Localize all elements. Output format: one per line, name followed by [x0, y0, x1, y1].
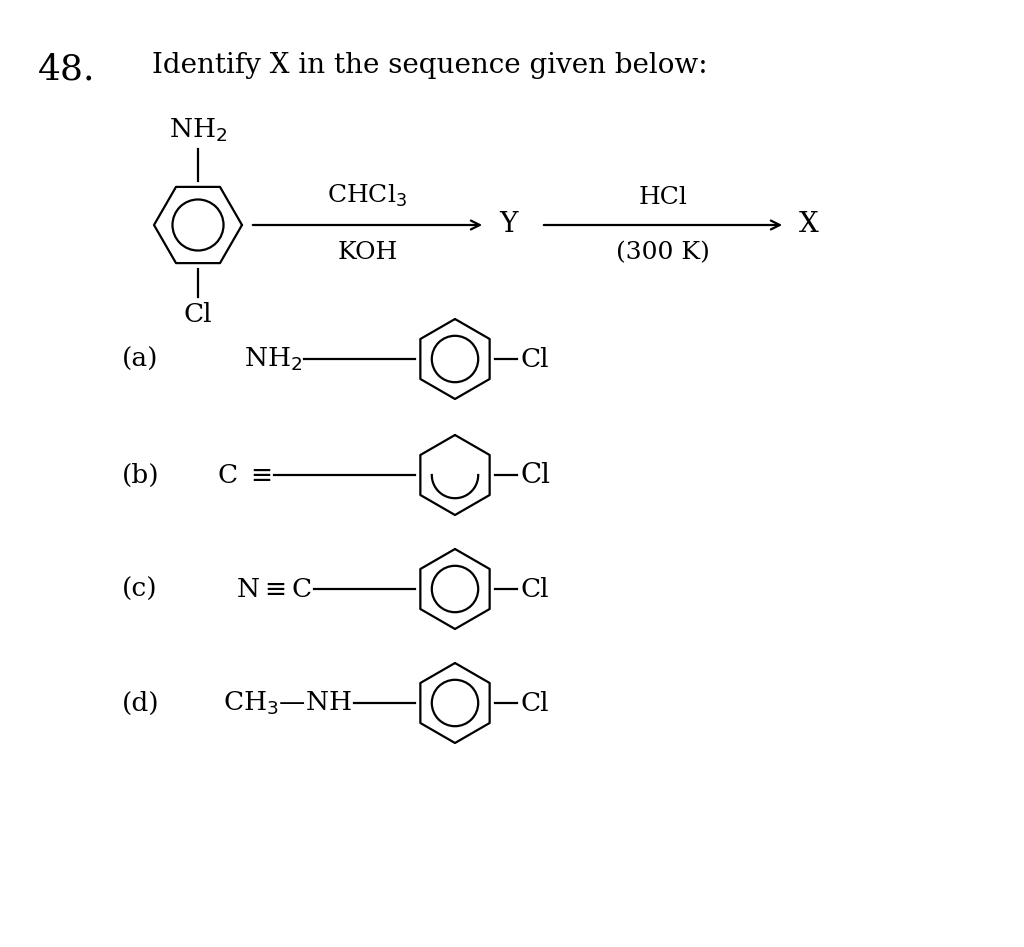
- Text: (b): (b): [122, 462, 160, 488]
- Text: KOH: KOH: [337, 241, 397, 264]
- Text: Cl: Cl: [521, 690, 550, 716]
- Text: NH$_2$: NH$_2$: [169, 116, 227, 144]
- Text: N$\equiv$C: N$\equiv$C: [236, 577, 312, 601]
- Text: X: X: [799, 210, 819, 238]
- Text: Y: Y: [499, 210, 517, 238]
- Text: CH$_3$—NH: CH$_3$—NH: [223, 689, 352, 717]
- Text: NH$_2$: NH$_2$: [244, 346, 302, 373]
- Text: C $\equiv$: C $\equiv$: [217, 462, 272, 488]
- Text: (d): (d): [122, 690, 160, 716]
- Text: (300 K): (300 K): [616, 241, 710, 264]
- Text: Cl: Cl: [521, 347, 550, 371]
- Text: (c): (c): [122, 577, 158, 601]
- Text: Cl: Cl: [521, 461, 551, 489]
- Text: (a): (a): [122, 347, 159, 371]
- Text: CHCl$_3$: CHCl$_3$: [328, 183, 408, 209]
- Text: 48.: 48.: [38, 52, 95, 86]
- Text: Cl: Cl: [183, 302, 212, 327]
- Text: HCl: HCl: [639, 186, 687, 209]
- Text: Identify X in the sequence given below:: Identify X in the sequence given below:: [152, 52, 708, 79]
- Text: Cl: Cl: [521, 577, 550, 601]
